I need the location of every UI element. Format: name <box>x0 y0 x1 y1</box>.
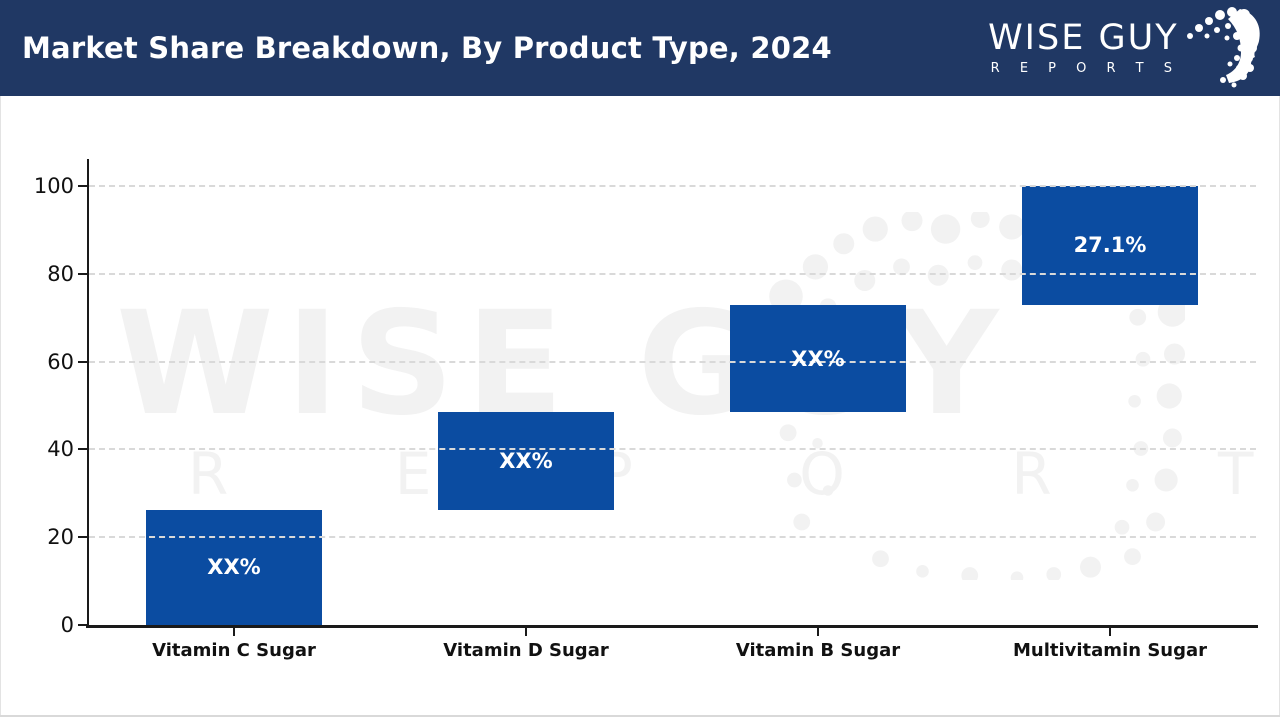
gridline <box>89 185 1256 187</box>
bar <box>438 412 614 510</box>
y-tick-label: 60 <box>47 349 74 374</box>
brand-logo: WISE GUY R E P O R T S <box>987 5 1264 91</box>
bar-value-label: XX% <box>207 555 261 580</box>
y-tick-label: 100 <box>33 174 74 198</box>
y-tick-mark <box>78 624 87 626</box>
brand-wordmark: WISE GUY R E P O R T S <box>987 17 1180 76</box>
x-axis-line <box>86 625 1258 628</box>
gridline <box>89 536 1256 539</box>
bar <box>730 304 906 413</box>
chart-title: Market Share Breakdown, By Product Type,… <box>22 31 832 65</box>
bar-value-label: XX% <box>791 346 845 371</box>
x-tick-mark <box>817 628 819 636</box>
brand-subtitle: R E P O R T S <box>990 60 1180 76</box>
y-tick-label: 40 <box>47 437 74 462</box>
x-tick-label: Vitamin D Sugar <box>443 640 609 661</box>
y-tick-label: 0 <box>60 613 74 637</box>
bottom-divider-line <box>0 715 1280 717</box>
bar-value-label: 27.1% <box>1073 233 1147 258</box>
x-tick-label: Multivitamin Sugar <box>1012 640 1208 661</box>
x-tick-label: Vitamin C Sugar <box>152 640 316 661</box>
gridline <box>89 360 1256 363</box>
watermark-subtitle: R E P O R T S <box>188 440 1280 508</box>
header-bar: Market Share Breakdown, By Product Type,… <box>0 0 1280 96</box>
x-tick-mark <box>233 628 235 636</box>
brand-name: WISE GUY <box>988 17 1179 58</box>
y-tick-mark <box>78 448 87 451</box>
y-tick-label: 20 <box>47 525 74 550</box>
gridline <box>89 448 1256 451</box>
x-tick-mark <box>1109 628 1111 636</box>
x-tick-mark <box>525 628 527 636</box>
y-tick-mark <box>78 185 87 187</box>
brand-head-icon <box>1187 7 1260 88</box>
y-tick-mark <box>78 536 87 539</box>
bar-value-label: XX% <box>499 449 553 474</box>
page-edge-border <box>0 96 1280 716</box>
y-tick-label: 80 <box>47 261 74 286</box>
gridline <box>89 272 1256 275</box>
y-tick-mark <box>78 272 87 275</box>
bar <box>1022 186 1198 305</box>
x-tick-label: Vitamin B Sugar <box>735 640 901 661</box>
y-tick-mark <box>78 360 87 363</box>
y-axis-line <box>87 159 89 626</box>
bar <box>146 509 322 625</box>
